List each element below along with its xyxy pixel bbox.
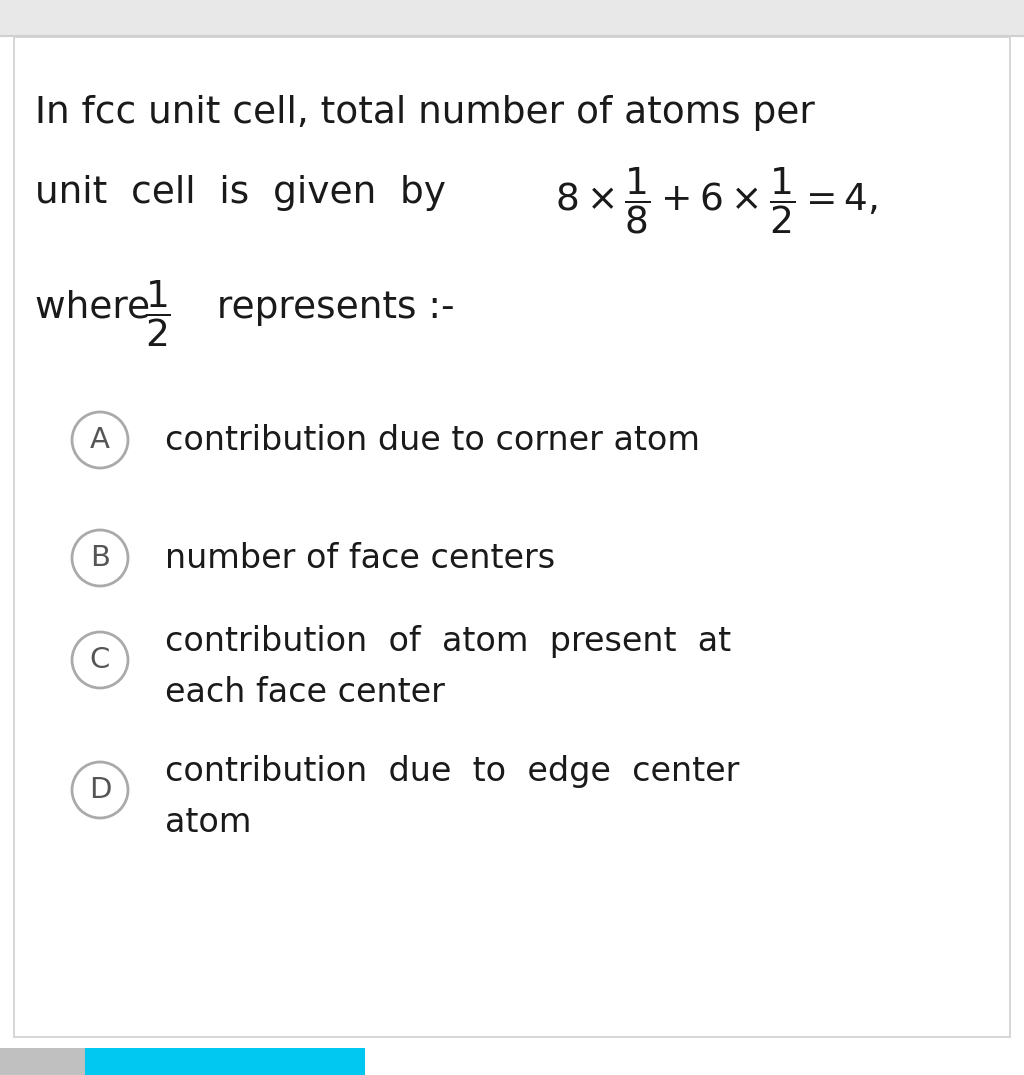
Text: each face center: each face center xyxy=(165,675,444,708)
Text: D: D xyxy=(89,776,112,804)
FancyBboxPatch shape xyxy=(85,1048,365,1075)
Text: $8 \times \dfrac{1}{8}+6 \times \dfrac{1}{2}=4,$: $8 \times \dfrac{1}{8}+6 \times \dfrac{1… xyxy=(555,164,878,235)
Text: number of face centers: number of face centers xyxy=(165,542,555,574)
Text: contribution  due  to  edge  center: contribution due to edge center xyxy=(165,756,739,788)
Text: contribution due to corner atom: contribution due to corner atom xyxy=(165,424,700,457)
Text: where: where xyxy=(35,290,162,326)
FancyBboxPatch shape xyxy=(0,0,1024,35)
Text: $\dfrac{1}{2}$: $\dfrac{1}{2}$ xyxy=(145,278,171,348)
Text: A: A xyxy=(90,426,110,454)
Text: unit  cell  is  given  by: unit cell is given by xyxy=(35,175,470,211)
FancyBboxPatch shape xyxy=(14,37,1010,1037)
Text: C: C xyxy=(90,646,111,674)
Text: represents :-: represents :- xyxy=(205,290,455,326)
Text: B: B xyxy=(90,544,110,572)
Text: contribution  of  atom  present  at: contribution of atom present at xyxy=(165,626,731,659)
FancyBboxPatch shape xyxy=(0,1048,85,1075)
Text: atom: atom xyxy=(165,805,252,838)
Text: In fcc unit cell, total number of atoms per: In fcc unit cell, total number of atoms … xyxy=(35,95,815,131)
